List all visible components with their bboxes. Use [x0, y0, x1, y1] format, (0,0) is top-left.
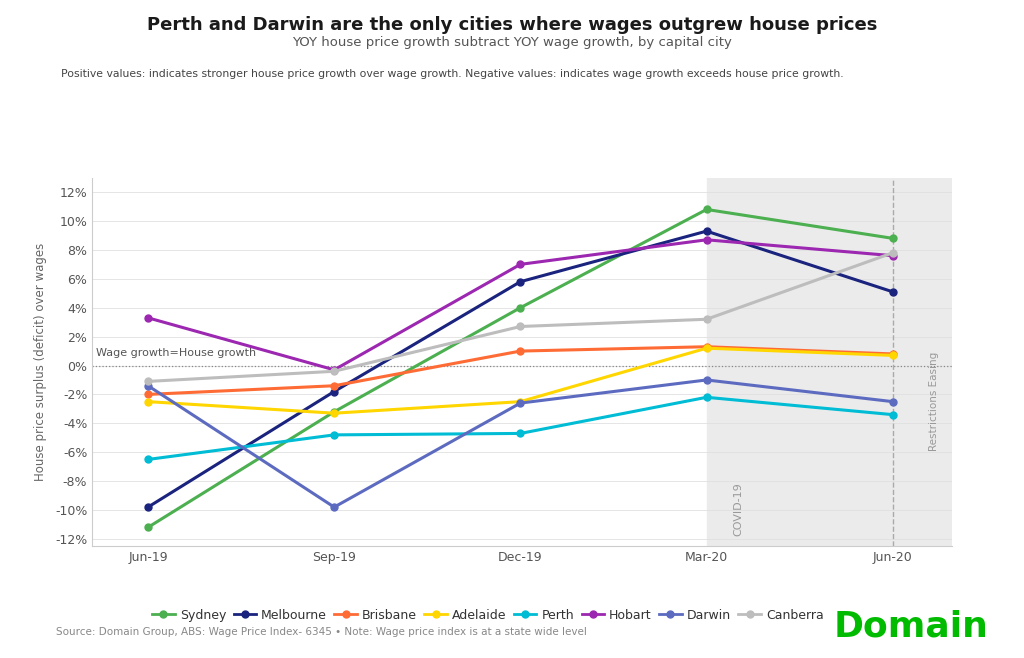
- Text: Domain: Domain: [834, 609, 988, 644]
- Bar: [707, 178, 952, 546]
- Text: YOY house price growth subtract YOY wage growth, by capital city: YOY house price growth subtract YOY wage…: [292, 36, 732, 49]
- Legend: Sydney, Melbourne, Brisbane, Adelaide, Perth, Hobart, Darwin, Canberra: Sydney, Melbourne, Brisbane, Adelaide, P…: [147, 604, 828, 627]
- Text: Perth and Darwin are the only cities where wages outgrew house prices: Perth and Darwin are the only cities whe…: [146, 16, 878, 34]
- Text: COVID-19: COVID-19: [733, 482, 743, 536]
- Text: Wage growth=House growth: Wage growth=House growth: [96, 347, 256, 357]
- Text: Source: Domain Group, ABS: Wage Price Index- 6345 • Note: Wage price index is at: Source: Domain Group, ABS: Wage Price In…: [56, 627, 587, 637]
- Text: Restrictions Easing: Restrictions Easing: [929, 352, 939, 451]
- Y-axis label: House price surplus (deficit) over wages: House price surplus (deficit) over wages: [34, 243, 46, 481]
- Text: Positive values: indicates stronger house price growth over wage growth. Negativ: Positive values: indicates stronger hous…: [61, 69, 844, 79]
